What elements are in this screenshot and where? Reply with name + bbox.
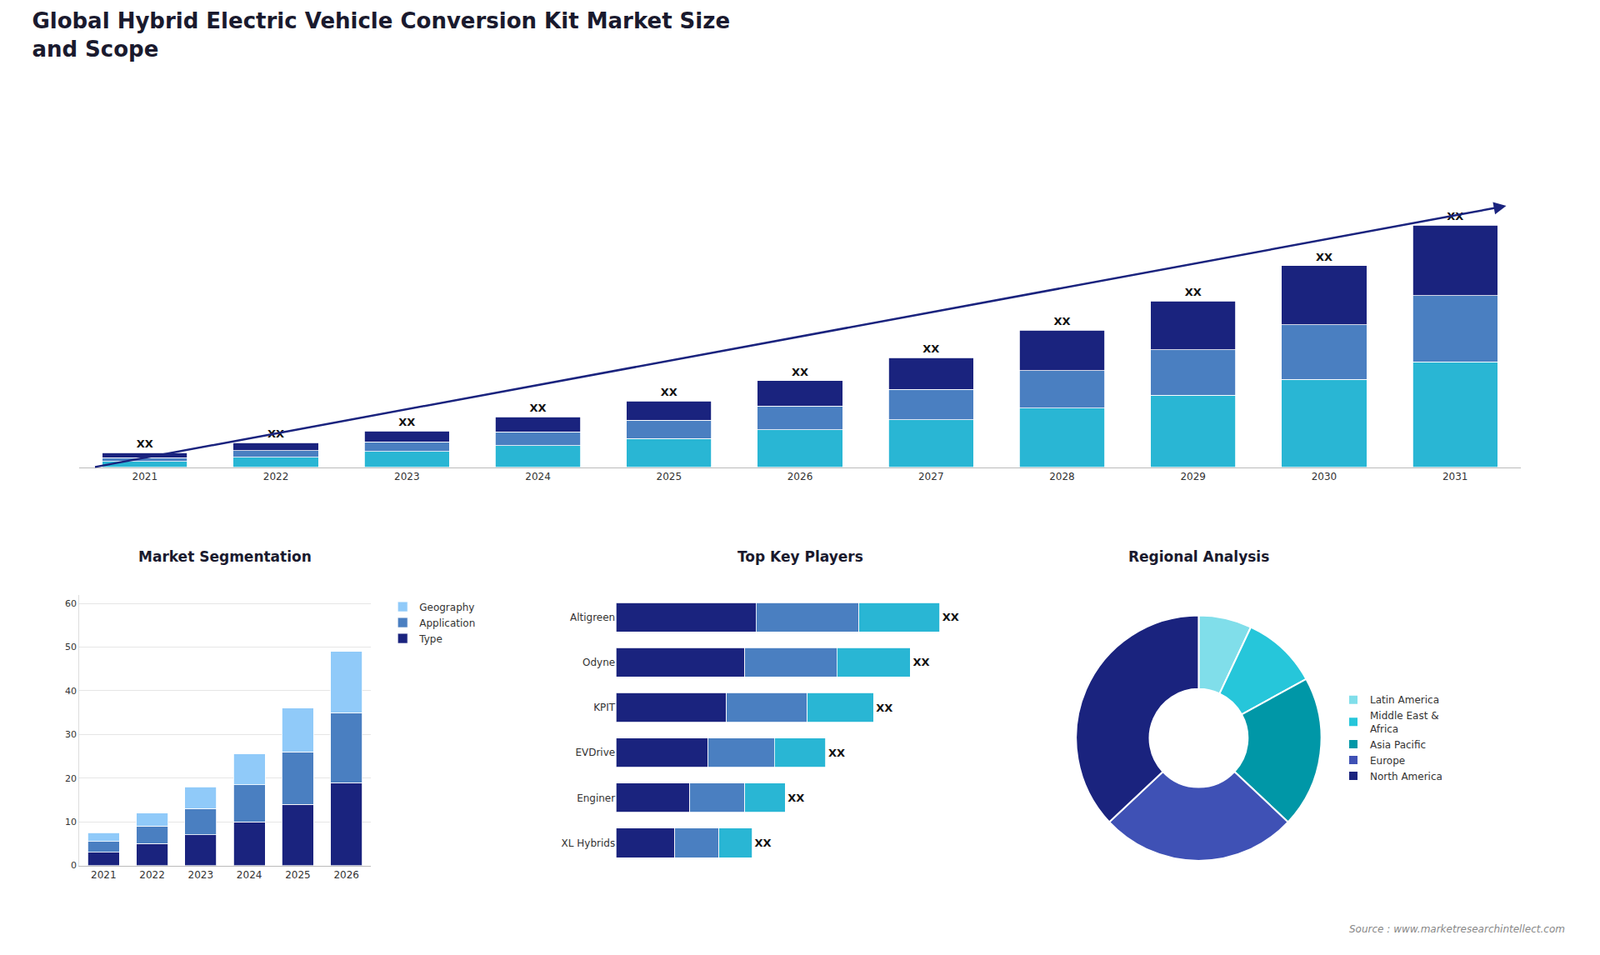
svg-text:Market Segmentation: Market Segmentation (138, 548, 312, 565)
svg-text:EVDrive: EVDrive (575, 746, 615, 759)
svg-text:Regional Analysis: Regional Analysis (1128, 548, 1270, 565)
svg-text:Enginer: Enginer (576, 792, 615, 805)
svg-text:XX: XX (787, 791, 805, 805)
svg-text:North America: North America (1370, 770, 1443, 783)
svg-text:40: 40 (65, 685, 77, 697)
svg-text:2031: 2031 (1442, 470, 1469, 483)
svg-text:0: 0 (70, 860, 77, 871)
svg-text:2030: 2030 (1311, 470, 1338, 483)
svg-text:Top Key Players: Top Key Players (737, 548, 864, 565)
svg-text:2027: 2027 (918, 470, 945, 483)
svg-text:2025: 2025 (655, 470, 682, 483)
svg-text:30: 30 (65, 729, 77, 740)
svg-text:2022: 2022 (263, 470, 290, 483)
svg-text:XX: XX (1185, 285, 1202, 299)
svg-text:XX: XX (1315, 250, 1333, 264)
svg-text:XX: XX (136, 437, 154, 450)
svg-text:Application: Application (419, 617, 475, 630)
svg-text:XX: XX (942, 610, 960, 624)
svg-text:Latin America: Latin America (1370, 694, 1440, 706)
svg-text:KPIT: KPIT (593, 701, 616, 714)
svg-text:XX: XX (875, 701, 893, 715)
svg-text:2022: 2022 (139, 869, 165, 881)
svg-text:2025: 2025 (285, 869, 311, 881)
svg-text:Global Hybrid Electric Vehicle: Global Hybrid Electric Vehicle Conversio… (31, 8, 730, 62)
svg-text:2021: 2021 (90, 869, 117, 881)
svg-text:2023: 2023 (188, 869, 215, 881)
svg-text:2029: 2029 (1180, 470, 1206, 483)
svg-text:Middle East &Africa: Middle East &Africa (1370, 710, 1440, 735)
svg-text:XX: XX (398, 415, 415, 429)
svg-text:XX: XX (1053, 315, 1070, 328)
svg-text:2026: 2026 (787, 470, 814, 483)
svg-text:Geography: Geography (419, 601, 475, 614)
svg-text:XX: XX (922, 342, 940, 355)
svg-text:Type: Type (418, 633, 443, 645)
svg-text:50: 50 (65, 641, 77, 653)
svg-text:2023: 2023 (394, 470, 420, 483)
svg-text:60: 60 (65, 598, 77, 610)
svg-text:2024: 2024 (236, 869, 263, 881)
svg-text:XX: XX (912, 655, 930, 669)
svg-text:2021: 2021 (132, 470, 159, 483)
svg-text:XX: XX (1446, 210, 1464, 223)
svg-text:Europe: Europe (1370, 755, 1405, 767)
svg-text:XX: XX (791, 365, 809, 379)
svg-text:XX: XX (660, 385, 678, 399)
svg-text:XL Hybrids: XL Hybrids (561, 837, 616, 850)
svg-text:Source : www.marketresearchint: Source : www.marketresearchintellect.com (1349, 923, 1565, 935)
svg-text:XX: XX (755, 836, 772, 850)
svg-text:2024: 2024 (525, 470, 551, 483)
svg-text:10: 10 (65, 816, 77, 828)
svg-text:2028: 2028 (1049, 470, 1075, 483)
svg-text:2026: 2026 (333, 869, 360, 881)
svg-text:Altigreen: Altigreen (570, 611, 615, 624)
svg-text:XX: XX (267, 427, 285, 440)
svg-text:Asia Pacific: Asia Pacific (1370, 739, 1426, 751)
svg-text:XX: XX (828, 746, 845, 760)
svg-text:XX: XX (530, 401, 547, 415)
svg-text:20: 20 (65, 773, 77, 785)
svg-text:Odyne: Odyne (582, 656, 615, 669)
